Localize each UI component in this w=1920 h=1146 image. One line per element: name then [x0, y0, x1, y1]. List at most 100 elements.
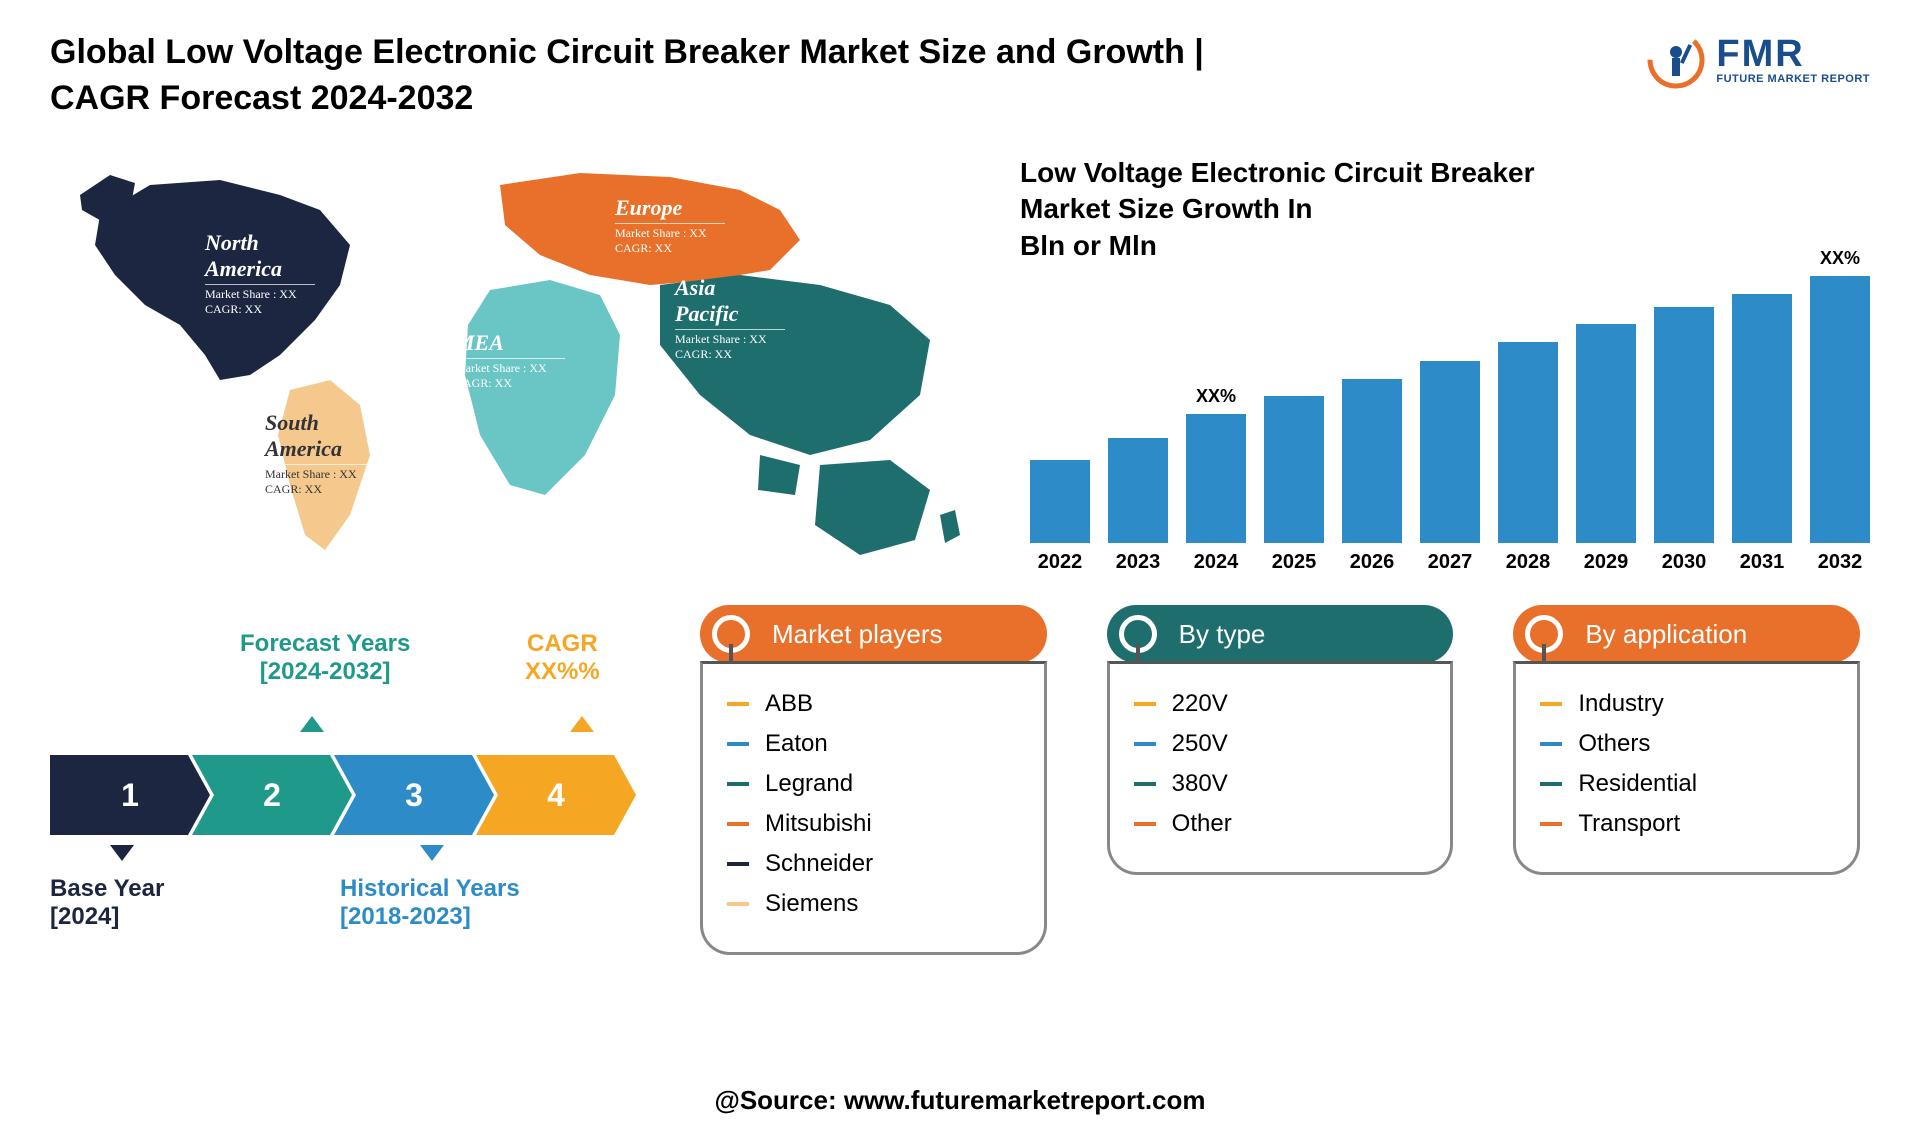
chart-bar-fill [1342, 379, 1402, 544]
chart-bar-fill [1186, 414, 1246, 544]
chart-bar-fill [1732, 294, 1792, 543]
column-item: Siemens [727, 884, 1020, 924]
map-region-name: AsiaPacific [675, 275, 785, 327]
chart-bar-fill [1264, 396, 1324, 543]
chart-bar-fill [1576, 324, 1636, 543]
chart-bar: 2027 [1420, 361, 1480, 574]
map-region-cagr: CAGR: XX [455, 376, 565, 391]
tick-icon [1134, 742, 1156, 746]
column-item-label: 380V [1172, 770, 1228, 798]
column-item-label: Legrand [765, 770, 853, 798]
source-line: @Source: www.futuremarketreport.com [714, 1085, 1205, 1116]
column-market-players: Market players ABB Eaton Legrand Mitsubi… [700, 605, 1047, 955]
map-region-share: Market Share : XX [675, 332, 785, 347]
column-item: 220V [1134, 684, 1427, 724]
tick-icon [727, 902, 749, 906]
map-region-name: Europe [615, 195, 725, 221]
chart-bar-label: 2026 [1350, 551, 1395, 574]
chart-bar: 2028 [1498, 342, 1558, 574]
arrow-down-icon [420, 845, 444, 861]
tick-icon [1134, 822, 1156, 826]
growth-chart: Low Voltage Electronic Circuit BreakerMa… [1020, 155, 1880, 575]
column-item: ABB [727, 684, 1020, 724]
chart-bar: 2029 [1576, 324, 1636, 574]
column-item-label: ABB [765, 690, 813, 718]
tick-icon [1540, 742, 1562, 746]
column-item-label: Others [1578, 730, 1650, 758]
column-item-label: Industry [1578, 690, 1663, 718]
map-region-name: NorthAmerica [205, 230, 315, 282]
column-header: By application [1513, 605, 1860, 663]
chart-bar-fill [1654, 307, 1714, 543]
tick-icon [727, 822, 749, 826]
timeline-segment: 2 [192, 755, 352, 835]
column-item: Others [1540, 724, 1833, 764]
column-by-application: By application Industry Others Residenti… [1513, 605, 1860, 955]
column-item-label: Transport [1578, 810, 1680, 838]
tick-icon [1540, 782, 1562, 786]
tick-icon [1540, 702, 1562, 706]
chart-bar: 2025 [1264, 396, 1324, 574]
column-item: Schneider [727, 844, 1020, 884]
chart-bar-label: 2029 [1584, 551, 1629, 574]
map-region-cagr: CAGR: XX [265, 482, 375, 497]
column-item-label: Mitsubishi [765, 810, 872, 838]
map-region-name: MEA [455, 330, 565, 356]
chart-bar-fill [1420, 361, 1480, 543]
tick-icon [1540, 822, 1562, 826]
map-region-share: Market Share : XX [455, 361, 565, 376]
timeline-forecast-label: Forecast Years [2024-2032] [240, 630, 410, 686]
column-item: Mitsubishi [727, 804, 1020, 844]
column-item: 380V [1134, 764, 1427, 804]
column-item-label: Residential [1578, 770, 1697, 798]
arrow-up-icon [300, 716, 324, 732]
column-item-label: Other [1172, 810, 1232, 838]
column-item-label: Eaton [765, 730, 828, 758]
column-item: Residential [1540, 764, 1833, 804]
timeline-historical-label: Historical Years [2018-2023] [340, 875, 520, 931]
logo-text: FMR FUTURE MARKET REPORT [1716, 35, 1870, 85]
chart-bar-label: 2030 [1662, 551, 1707, 574]
column-by-type: By type 220V 250V 380V Other [1107, 605, 1454, 955]
world-map: NorthAmerica Market Share : XX CAGR: XX … [60, 155, 960, 575]
tick-icon [727, 702, 749, 706]
logo: FMR FUTURE MARKET REPORT [1646, 30, 1870, 90]
column-item-label: Schneider [765, 850, 873, 878]
logo-sub: FUTURE MARKET REPORT [1716, 73, 1870, 85]
arrow-down-icon [110, 845, 134, 861]
tick-icon [727, 742, 749, 746]
chart-annotation: XX% [1820, 248, 1860, 269]
column-body: Industry Others Residential Transport [1513, 661, 1860, 875]
timeline: Forecast Years [2024-2032] CAGR XX%% 123… [50, 620, 650, 960]
chart-bar-fill [1498, 342, 1558, 543]
category-columns: Market players ABB Eaton Legrand Mitsubi… [700, 605, 1860, 955]
map-region-share: Market Share : XX [265, 467, 375, 482]
chart-bar: XX% 2032 [1810, 276, 1870, 574]
map-region-cagr: CAGR: XX [205, 302, 315, 317]
logo-fmr: FMR [1716, 35, 1870, 73]
timeline-segment: 3 [334, 755, 494, 835]
timeline-bar: 1234 [50, 755, 636, 835]
chart-title: Low Voltage Electronic Circuit BreakerMa… [1020, 155, 1880, 264]
tick-icon [727, 782, 749, 786]
column-item-label: 250V [1172, 730, 1228, 758]
chart-bar: 2026 [1342, 379, 1402, 575]
timeline-cagr-label: CAGR XX%% [525, 630, 600, 686]
column-item: 250V [1134, 724, 1427, 764]
page-title: Global Low Voltage Electronic Circuit Br… [50, 30, 1204, 122]
map-region-cagr: CAGR: XX [615, 241, 725, 256]
map-region-north-america: NorthAmerica Market Share : XX CAGR: XX [205, 230, 315, 317]
chart-bar: 2023 [1108, 438, 1168, 574]
column-item-label: 220V [1172, 690, 1228, 718]
chart-bar-fill [1810, 276, 1870, 543]
timeline-base-label: Base Year [2024] [50, 875, 164, 931]
chart-bar-label: 2023 [1116, 551, 1161, 574]
chart-bar-label: 2032 [1818, 551, 1863, 574]
map-region-share: Market Share : XX [615, 226, 725, 241]
map-region-europe: Europe Market Share : XX CAGR: XX [615, 195, 725, 256]
chart-bar: 2022 [1030, 460, 1090, 574]
logo-icon [1646, 30, 1706, 90]
timeline-segment: 1 [50, 755, 210, 835]
chart-bar: 2031 [1732, 294, 1792, 574]
chart-bar-fill [1108, 438, 1168, 543]
